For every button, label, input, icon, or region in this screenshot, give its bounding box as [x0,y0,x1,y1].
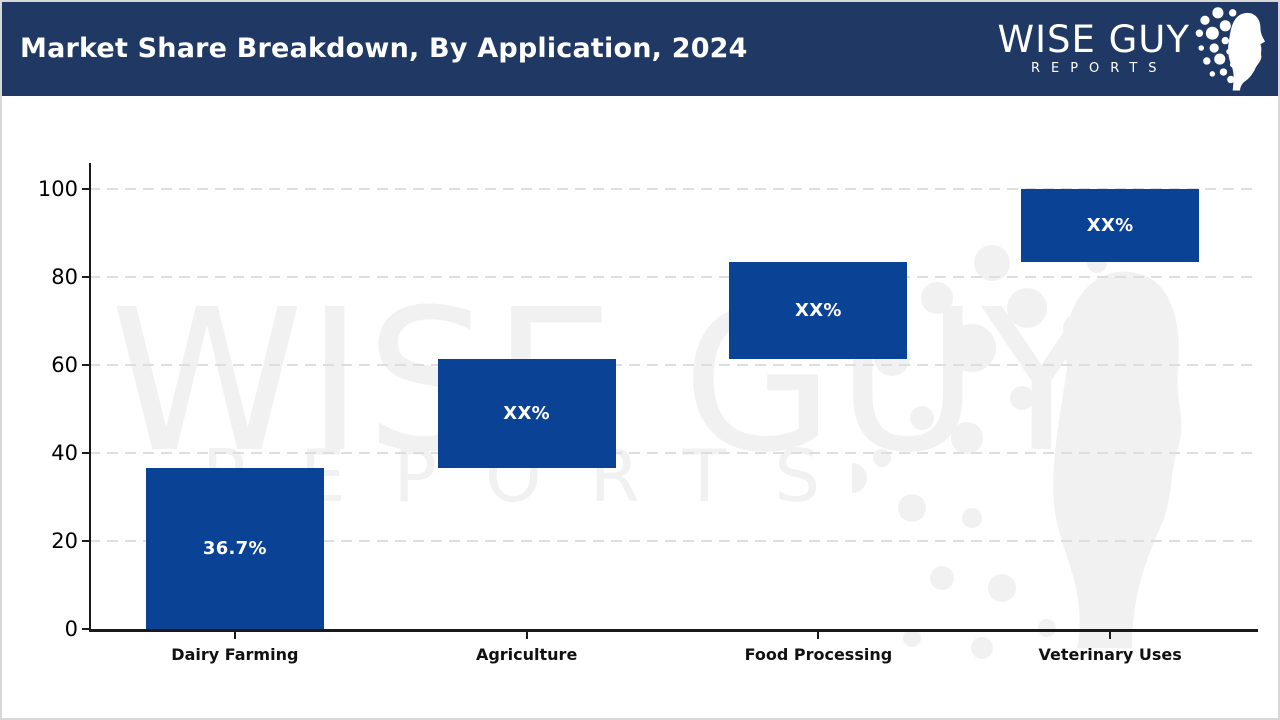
gridline [89,364,1256,366]
y-tick-label: 80 [51,265,78,289]
x-tick-mark [1109,632,1112,639]
gridline [89,452,1256,454]
brand-logo: WISE GUY REPORTS [998,5,1266,91]
y-tick-mark [82,540,89,542]
logo-wordmark-line1: WISE GUY [997,17,1190,61]
plot-area: WISE GUY REPORTS 36.7% XX% XX% XX% 0 20 40 60 8… [2,98,1278,718]
bar-value-label: XX% [795,299,842,321]
logo-wordmark-line2: REPORTS [1030,60,1168,76]
y-tick-mark [82,364,89,366]
y-tick-label: 0 [64,617,78,641]
gridline [89,540,1256,542]
category-label: Food Processing [744,645,893,664]
category-label: Agriculture [475,645,578,664]
page-title: Market Share Breakdown, By Application, … [20,32,748,64]
y-tick-label: 40 [51,441,78,465]
category-label: Veterinary Uses [1038,645,1182,664]
logo-head-icon [1195,7,1266,91]
y-tick-mark [82,276,89,278]
y-tick-mark [82,628,89,630]
bar-value-label: 36.7% [202,537,267,559]
bar-value-label: XX% [1086,214,1134,236]
x-tick-mark [233,632,236,639]
y-axis-line [89,162,91,632]
y-tick-label: 20 [51,529,78,553]
logo-wordmark: WISE GUY REPORTS [998,21,1190,76]
bar-value-label: XX% [503,402,550,424]
y-tick-mark [82,452,89,454]
x-tick-mark [817,632,820,639]
bar-agriculture: XX% [437,359,616,468]
y-tick-mark [82,188,89,190]
y-tick-label: 100 [37,177,78,201]
bar-veterinary-uses: XX% [1021,189,1200,262]
x-tick-mark [525,632,528,639]
bar-food-processing: XX% [729,261,908,360]
header-bar: Market Share Breakdown, By Application, … [2,2,1278,96]
gridline [89,188,1256,190]
category-label: Dairy Farming [171,645,299,664]
x-axis-line [89,629,1258,632]
y-tick-label: 60 [51,353,78,377]
bar-dairy-farming: 36.7% [145,467,324,629]
gridline [89,276,1256,278]
